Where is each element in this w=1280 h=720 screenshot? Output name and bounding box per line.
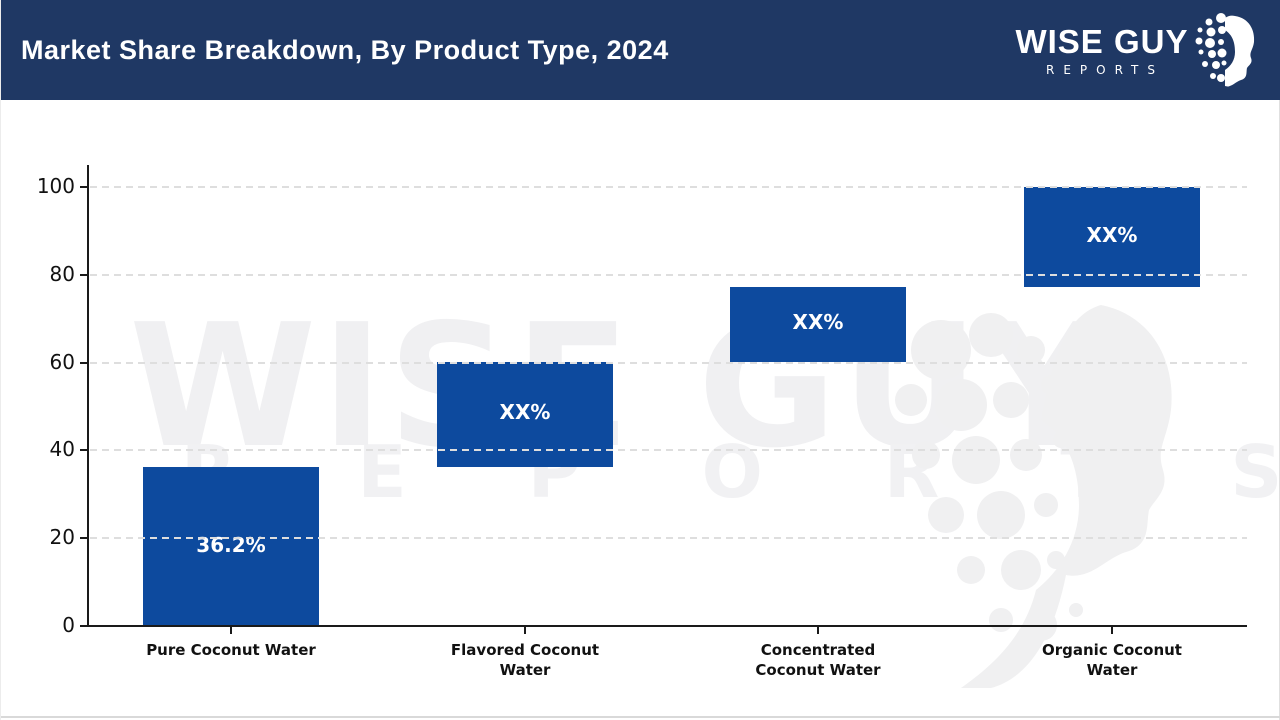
bar-value-label: XX% xyxy=(792,310,844,335)
bar-1: 36.2% xyxy=(143,467,319,626)
x-category-label: Flavored Coconut Water xyxy=(450,641,600,679)
x-tick-1 xyxy=(230,627,232,634)
header-bar: Market Share Breakdown, By Product Type,… xyxy=(1,0,1280,100)
logo-wordmark-line2: REPORTS xyxy=(1045,63,1164,77)
bar-value-label: 36.2% xyxy=(196,532,266,557)
bar-3: XX% xyxy=(730,286,906,362)
x-tick-3 xyxy=(817,627,819,634)
y-tick-40 xyxy=(80,449,88,452)
logo-wordmark: WISE GUY REPORTS xyxy=(1013,23,1191,77)
page-bottom-border xyxy=(1,716,1280,718)
bar-value-label: XX% xyxy=(499,400,551,425)
gridline-100 xyxy=(90,186,1247,188)
dotted-face-icon xyxy=(1195,13,1255,87)
y-tick-20 xyxy=(80,537,88,540)
y-tick-100 xyxy=(80,186,88,188)
logo-wordmark-line1: WISE GUY xyxy=(1015,23,1189,60)
y-tick-label-100: 100 xyxy=(36,174,75,198)
y-tick-label-40: 40 xyxy=(49,437,75,462)
gridline-60 xyxy=(90,361,1247,364)
y-tick-80 xyxy=(80,273,88,276)
bar-4: XX% xyxy=(1024,187,1200,287)
wise-guy-reports-logo: WISE GUY REPORTS xyxy=(1013,8,1263,92)
watermark-dotted-face xyxy=(895,305,1172,688)
bar-value-label: XX% xyxy=(1086,222,1138,247)
y-tick-label-80: 80 xyxy=(49,261,75,286)
y-tick-label-60: 60 xyxy=(49,349,75,374)
y-tick-60 xyxy=(80,361,88,364)
gridline-20 xyxy=(90,537,1247,540)
y-tick-label-0: 0 xyxy=(62,613,75,637)
gridline-80 xyxy=(90,273,1247,276)
x-tick-2 xyxy=(524,627,526,634)
y-tick-0 xyxy=(80,625,88,627)
x-category-label: Concentrated Coconut Water xyxy=(755,641,881,679)
x-tick-4 xyxy=(1111,627,1113,634)
chart-plot-area: WISE GUY R E P O R T S 0 20 40 60 80 100 36.2%… xyxy=(1,100,1280,718)
y-axis-line xyxy=(87,165,89,627)
x-axis-line xyxy=(87,625,1247,627)
x-category-label: Pure Coconut Water xyxy=(146,641,316,659)
y-tick-label-20: 20 xyxy=(49,525,75,550)
gridline-40 xyxy=(90,449,1247,452)
x-category-label: Organic Coconut Water xyxy=(1042,641,1182,679)
chart-title: Market Share Breakdown, By Product Type,… xyxy=(21,34,669,65)
